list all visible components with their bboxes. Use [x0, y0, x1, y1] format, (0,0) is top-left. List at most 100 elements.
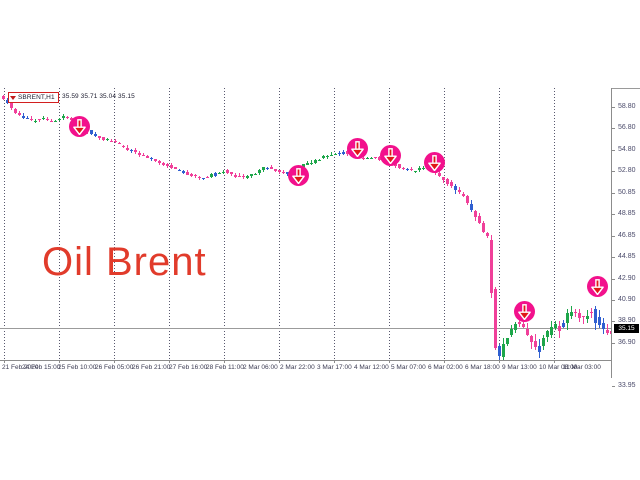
sell-signal-arrow-icon [587, 276, 608, 297]
symbol-label-box[interactable]: SBRENT,H1 [8, 92, 59, 103]
candle-body [270, 167, 273, 169]
candle-body [374, 157, 377, 159]
price-tick [612, 128, 615, 129]
time-tick-label: 3 Mar 17:00 [317, 364, 352, 371]
symbol-name-label: SBRENT,H1 [18, 94, 55, 101]
candle-body [546, 330, 549, 338]
candle-body [150, 158, 153, 160]
price-tick [612, 107, 615, 108]
candle-body [274, 169, 277, 171]
price-tick-label: 44.85 [618, 253, 636, 260]
candle-body [170, 165, 173, 168]
candle-body [470, 204, 473, 210]
time-tick [224, 360, 225, 363]
chart-plot-area[interactable]: Oil Brent [0, 88, 612, 360]
candle-body [18, 113, 21, 115]
candle-body [542, 337, 545, 346]
price-tick [612, 214, 615, 215]
candle-body [502, 343, 505, 357]
candle-body [46, 118, 49, 120]
triangle-down-icon [10, 95, 16, 100]
candle-body [258, 170, 261, 173]
sell-signal-arrow-icon [347, 138, 368, 159]
candle-body [54, 120, 57, 122]
candle-body [134, 150, 137, 153]
candle-body [486, 232, 489, 237]
time-tick-label: 5 Mar 07:00 [391, 364, 426, 371]
candle-body [606, 329, 609, 333]
candle-wick [283, 169, 284, 174]
candle-body [154, 158, 157, 162]
time-tick [499, 360, 500, 363]
candle-body [254, 173, 257, 175]
price-tick-label: 54.80 [618, 146, 636, 153]
candle-body [522, 323, 525, 327]
chart-window[interactable]: Oil Brent SBRENT,H1 35.59 35.71 35.04 35… [0, 88, 640, 389]
gridline-vertical [114, 88, 115, 360]
time-tick [4, 360, 5, 363]
candle-body [218, 172, 221, 174]
time-tick [389, 360, 390, 363]
sell-signal-arrow-icon [424, 152, 445, 173]
candle-body [362, 157, 365, 159]
candle-body [210, 174, 213, 178]
time-tick-label: 21 Feb 2020 [2, 364, 39, 371]
candle-body [130, 149, 133, 152]
candle-body [578, 312, 581, 318]
chart-watermark-label: Oil Brent [42, 240, 207, 284]
candle-body [282, 171, 285, 174]
candle-wick [423, 165, 424, 170]
candle-body [166, 164, 169, 167]
candle-body [450, 181, 453, 187]
time-tick [169, 360, 170, 363]
gridline-vertical [279, 88, 280, 360]
price-tick [612, 171, 615, 172]
time-tick [279, 360, 280, 363]
time-tick-label: 6 Mar 18:00 [465, 364, 500, 371]
gridline-vertical [444, 88, 445, 360]
candle-body [198, 177, 201, 179]
candle-body [586, 315, 589, 319]
price-tick-label: 52.80 [618, 167, 636, 174]
candle-body [510, 328, 513, 335]
price-tick-label: 50.85 [618, 189, 636, 196]
candle-wick [255, 172, 256, 176]
candle-body [558, 326, 561, 332]
candle-body [242, 175, 245, 178]
price-axis-line [611, 88, 612, 378]
price-tick [612, 150, 615, 151]
candle-body [306, 162, 309, 165]
price-tick [612, 236, 615, 237]
gridline-vertical [169, 88, 170, 360]
candle-wick [119, 142, 120, 145]
candle-wick [31, 116, 32, 121]
price-tick-label: 36.90 [618, 339, 636, 346]
candle-wick [43, 115, 44, 120]
gridline-vertical [389, 88, 390, 360]
gridline-vertical [224, 88, 225, 360]
candle-body [174, 166, 177, 169]
candle-body [506, 338, 509, 344]
candle-body [250, 174, 253, 177]
candle-wick [19, 111, 20, 116]
candle-body [222, 171, 225, 174]
price-tick-label: 33.95 [618, 382, 636, 389]
candle-body [370, 157, 373, 159]
candle-body [570, 311, 573, 317]
candle-body [442, 177, 445, 181]
candle-body [582, 316, 585, 318]
candle-body [590, 311, 593, 314]
candle-body [26, 118, 29, 119]
candle-wick [335, 153, 336, 155]
candle-body [310, 162, 313, 164]
candle-wick [39, 118, 40, 122]
time-tick-label: 27 Feb 16:00 [169, 364, 208, 371]
candle-body [538, 345, 541, 353]
candle-body [490, 239, 493, 293]
candle-wick [51, 118, 52, 123]
sell-signal-arrow-icon [380, 145, 401, 166]
candle-body [322, 156, 325, 158]
candle-body [246, 176, 249, 179]
time-tick-label: 4 Mar 12:00 [354, 364, 389, 371]
candle-body [58, 118, 61, 121]
